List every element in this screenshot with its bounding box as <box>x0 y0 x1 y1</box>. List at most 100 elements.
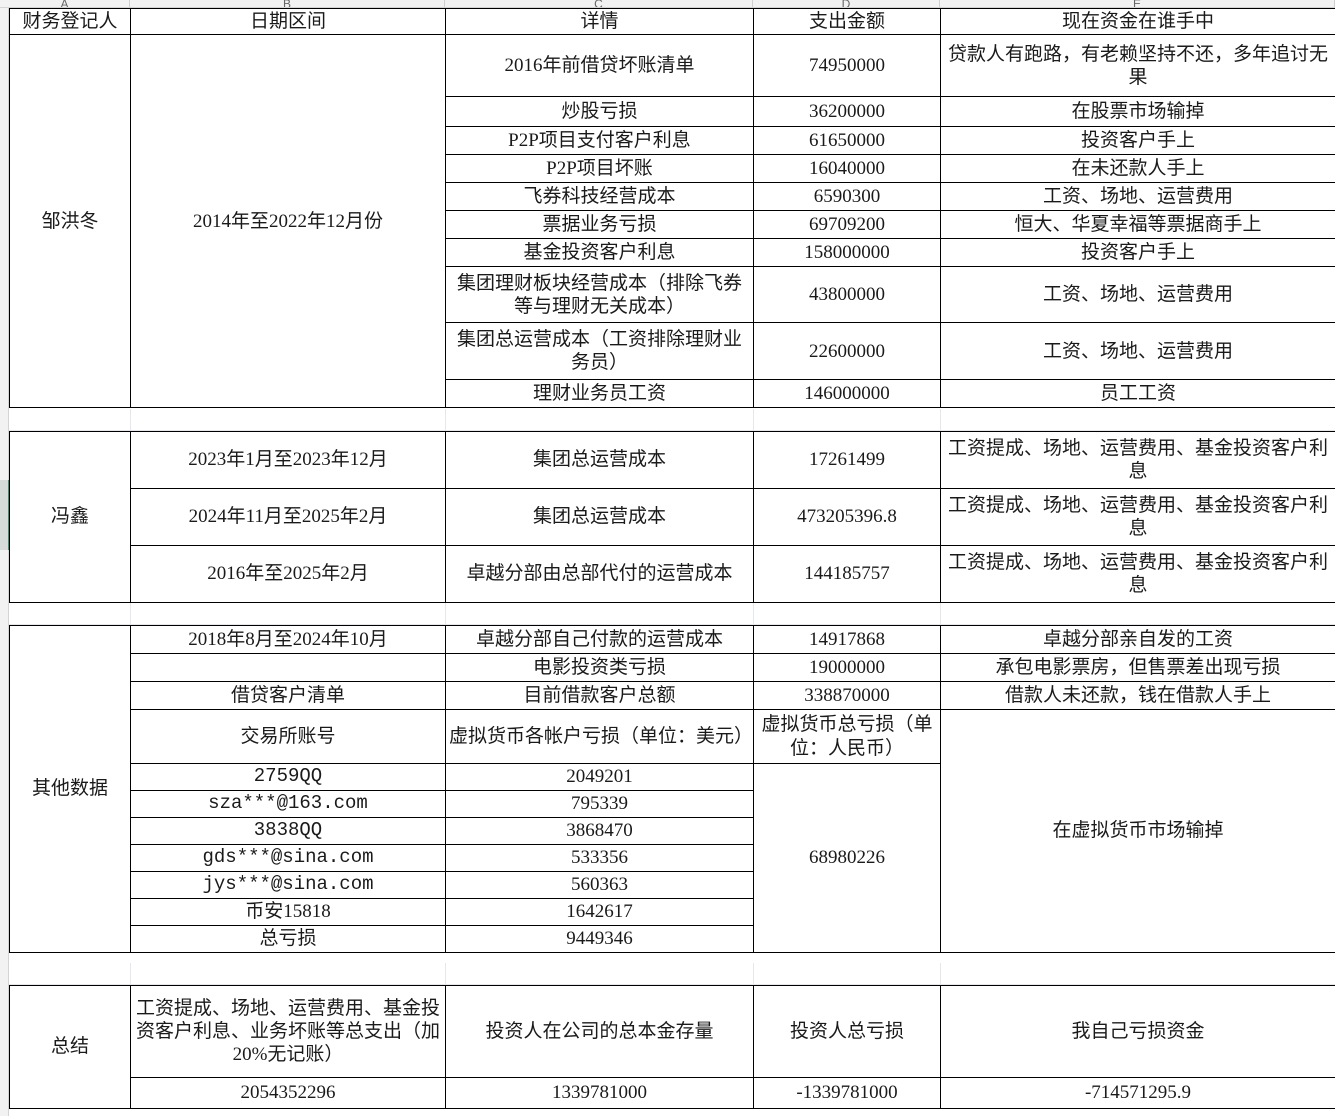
cell-amount[interactable]: 144185757 <box>753 545 941 603</box>
cell-holder[interactable]: 投资客户手上 <box>940 238 1335 268</box>
crypto-account[interactable]: 3838QQ <box>130 817 446 845</box>
cell-date-range[interactable]: 2018年8月至2024年10月 <box>130 625 446 654</box>
cell-detail[interactable]: 票据业务亏损 <box>445 210 754 240</box>
summary-value-own-loss[interactable]: -714571295.9 <box>940 1077 1335 1109</box>
cell-detail[interactable]: 飞券科技经营成本 <box>445 182 754 212</box>
cell-detail[interactable]: 集团理财板块经营成本（排除飞券等与理财无关成本） <box>445 266 754 324</box>
column-header-d[interactable]: D <box>753 0 940 7</box>
cell-detail[interactable]: 目前借款客户总额 <box>445 681 754 710</box>
cell-holder[interactable]: 承包电影票房，但售票差出现亏损 <box>940 653 1335 682</box>
cell-holder[interactable]: 在股票市场输掉 <box>940 96 1335 128</box>
crypto-account[interactable]: 币安15818 <box>130 898 446 926</box>
cell-amount[interactable]: 14917868 <box>753 625 941 654</box>
crypto-row: jys***@sina.com 560363 <box>10 871 1335 899</box>
cell-holder[interactable]: 工资、场地、运营费用 <box>940 266 1335 324</box>
cell-holder[interactable]: 员工工资 <box>940 379 1335 409</box>
cell-amount[interactable]: 338870000 <box>753 681 941 710</box>
table-row: P2P项目支付客户利息 61650000 投资客户手上 <box>10 126 1335 156</box>
cell-holder[interactable]: 工资提成、场地、运营费用、基金投资客户利息 <box>940 431 1335 489</box>
gap-band-1 <box>9 409 1335 431</box>
table-row: 冯鑫 2023年1月至2023年12月 集团总运营成本 17261499 工资提… <box>9 431 1335 603</box>
cell-holder[interactable]: 贷款人有跑路，有老赖坚持不还，多年追讨无果 <box>940 34 1335 98</box>
cell-holder[interactable]: 工资、场地、运营费用 <box>940 182 1335 212</box>
col-header-registrant: 财务登记人 <box>9 7 131 36</box>
column-header-e[interactable]: E <box>940 0 1335 7</box>
crypto-total-loss-value[interactable]: 68980226 <box>753 763 941 953</box>
cell-amount[interactable]: 6590300 <box>753 182 941 212</box>
cell-amount[interactable]: 473205396.8 <box>753 488 941 546</box>
cell-holder[interactable]: 卓越分部亲自发的工资 <box>940 625 1335 654</box>
crypto-account[interactable]: jys***@sina.com <box>130 871 446 899</box>
cell-amount[interactable]: 146000000 <box>753 379 941 409</box>
crypto-loss[interactable]: 3868470 <box>445 817 754 845</box>
cell-amount[interactable]: 69709200 <box>753 210 941 240</box>
cell-detail[interactable]: 集团总运营成本 <box>445 488 754 546</box>
summary-title-total-expense[interactable]: 工资提成、场地、运营费用、基金投资客户利息、业务坏账等总支出（加20%无记账） <box>130 985 446 1078</box>
crypto-loss[interactable]: 560363 <box>445 871 754 899</box>
cell-detail[interactable]: 卓越分部由总部代付的运营成本 <box>445 545 754 603</box>
crypto-holder[interactable]: 在虚拟货币市场输掉 <box>940 709 1335 953</box>
table-row: 票据业务亏损 69709200 恒大、华夏幸福等票据商手上 <box>10 210 1335 240</box>
crypto-account[interactable]: gds***@sina.com <box>130 844 446 872</box>
cell-holder[interactable]: 投资客户手上 <box>940 126 1335 156</box>
cell-holder[interactable]: 工资提成、场地、运营费用、基金投资客户利息 <box>940 545 1335 603</box>
cell-date-range[interactable]: 2016年至2025年2月 <box>130 545 446 603</box>
cell-date-range[interactable]: 2014年至2022年12月份 <box>130 34 446 409</box>
cell-detail[interactable]: 2016年前借贷坏账清单 <box>445 34 754 98</box>
cell-holder[interactable]: 在未还款人手上 <box>940 154 1335 184</box>
column-header-a[interactable]: A <box>0 0 130 7</box>
cell-date-range[interactable] <box>130 653 446 682</box>
cell-detail[interactable]: 集团总运营成本 <box>445 431 754 489</box>
summary-title-own-loss[interactable]: 我自己亏损资金 <box>940 985 1335 1078</box>
cell-amount[interactable]: 22600000 <box>753 322 941 381</box>
summary-value-total-expense[interactable]: 2054352296 <box>130 1077 446 1109</box>
cell-holder[interactable]: 恒大、华夏幸福等票据商手上 <box>940 210 1335 240</box>
column-header-strip: A B C D E <box>0 0 1335 8</box>
cell-date-range[interactable]: 2023年1月至2023年12月 <box>130 431 446 489</box>
cell-detail[interactable]: 基金投资客户利息 <box>445 238 754 268</box>
summary-title-principal[interactable]: 投资人在公司的总本金存量 <box>445 985 754 1078</box>
cell-detail[interactable]: 电影投资类亏损 <box>445 653 754 682</box>
crypto-loss[interactable]: 533356 <box>445 844 754 872</box>
crypto-account[interactable]: sza***@163.com <box>130 790 446 818</box>
cell-amount[interactable]: 74950000 <box>753 34 941 98</box>
summary-value-principal[interactable]: 1339781000 <box>445 1077 754 1109</box>
table-section-other-data: 其他数据 2018年8月至2024年10月 卓越分部自己付款的运营成本 1491… <box>9 625 1335 953</box>
crypto-account[interactable]: 2759QQ <box>130 763 446 791</box>
cell-amount[interactable]: 16040000 <box>753 154 941 184</box>
cell-holder[interactable]: 借款人未还款，钱在借款人手上 <box>940 681 1335 710</box>
summary-title-investor-loss[interactable]: 投资人总亏损 <box>753 985 941 1078</box>
table-row: 2024年11月至2025年2月 集团总运营成本 473205396.8 工资提… <box>10 488 1335 546</box>
cell-registrant[interactable]: 冯鑫 <box>9 431 131 603</box>
cell-amount[interactable]: 43800000 <box>753 266 941 324</box>
cell-holder[interactable]: 工资、场地、运营费用 <box>940 322 1335 381</box>
crypto-loss[interactable]: 1642617 <box>445 898 754 926</box>
cell-amount[interactable]: 17261499 <box>753 431 941 489</box>
cell-detail[interactable]: P2P项目支付客户利息 <box>445 126 754 156</box>
cell-amount[interactable]: 36200000 <box>753 96 941 128</box>
summary-value-investor-loss[interactable]: -1339781000 <box>753 1077 941 1109</box>
cell-detail[interactable]: 炒股亏损 <box>445 96 754 128</box>
cell-amount[interactable]: 158000000 <box>753 238 941 268</box>
cell-detail[interactable]: P2P项目坏账 <box>445 154 754 184</box>
cell-detail[interactable]: 卓越分部自己付款的运营成本 <box>445 625 754 654</box>
cell-date-range[interactable]: 借贷客户清单 <box>130 681 446 710</box>
column-header-b[interactable]: B <box>130 0 445 7</box>
crypto-row: 币安15818 1642617 <box>10 898 1335 926</box>
cell-registrant[interactable]: 邹洪冬 <box>9 34 131 409</box>
cell-detail[interactable]: 集团总运营成本（工资排除理财业务员） <box>445 322 754 381</box>
cell-amount[interactable]: 61650000 <box>753 126 941 156</box>
crypto-loss[interactable]: 795339 <box>445 790 754 818</box>
cell-registrant[interactable]: 其他数据 <box>9 625 131 953</box>
crypto-loss[interactable]: 2049201 <box>445 763 754 791</box>
summary-label: 总结 <box>9 985 131 1109</box>
table-header-row: 财务登记人 日期区间 详情 支出金额 现在资金在谁手中 <box>9 7 1335 36</box>
cell-detail[interactable]: 理财业务员工资 <box>445 379 754 409</box>
cell-date-range[interactable]: 2024年11月至2025年2月 <box>130 488 446 546</box>
cell-amount[interactable]: 19000000 <box>753 653 941 682</box>
column-header-c[interactable]: C <box>445 0 753 7</box>
crypto-account[interactable]: 总亏损 <box>130 925 446 953</box>
cell-holder[interactable]: 工资提成、场地、运营费用、基金投资客户利息 <box>940 488 1335 546</box>
crypto-loss[interactable]: 9449346 <box>445 925 754 953</box>
table-row: 理财业务员工资 146000000 员工工资 <box>10 379 1335 409</box>
